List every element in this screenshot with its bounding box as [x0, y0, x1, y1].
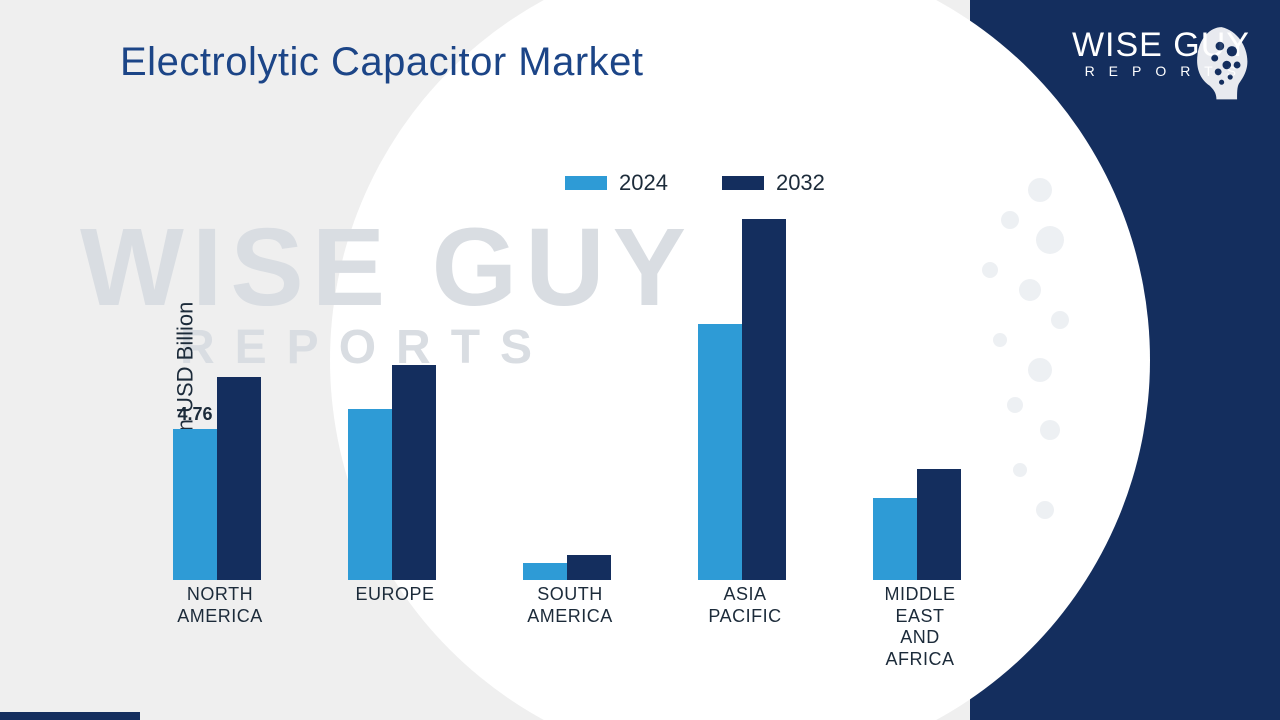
bar	[567, 555, 611, 580]
x-axis-label: MIDDLEEASTANDAFRICA	[845, 584, 995, 670]
bar	[698, 324, 742, 581]
page-root: WISE GUY REPORTS Electrolytic Capacitor …	[0, 0, 1280, 720]
bar	[173, 429, 217, 580]
bar	[217, 377, 261, 580]
footer-stripe	[0, 712, 140, 720]
bar	[873, 498, 917, 580]
x-axis-label: ASIAPACIFIC	[670, 584, 820, 627]
bar	[917, 469, 961, 580]
bar	[523, 563, 567, 580]
x-axis-label: EUROPE	[320, 584, 470, 606]
bar	[348, 409, 392, 580]
x-axis-label: NORTHAMERICA	[145, 584, 295, 627]
bar	[392, 365, 436, 580]
plot-region: 4.76	[125, 200, 985, 580]
page-title: Electrolytic Capacitor Market	[120, 40, 644, 85]
bar	[742, 219, 786, 580]
head-icon	[1170, 22, 1256, 108]
x-axis-labels: NORTHAMERICA EUROPE SOUTHAMERICA ASIAPACIFI…	[125, 584, 985, 694]
value-label: 4.76	[177, 404, 212, 425]
x-axis-label: SOUTHAMERICA	[495, 584, 645, 627]
brand-logo: WISE GUY REPORTS	[990, 26, 1250, 79]
chart-area: Market Size in USD Billion 4.76 NORTHAME…	[65, 160, 985, 700]
